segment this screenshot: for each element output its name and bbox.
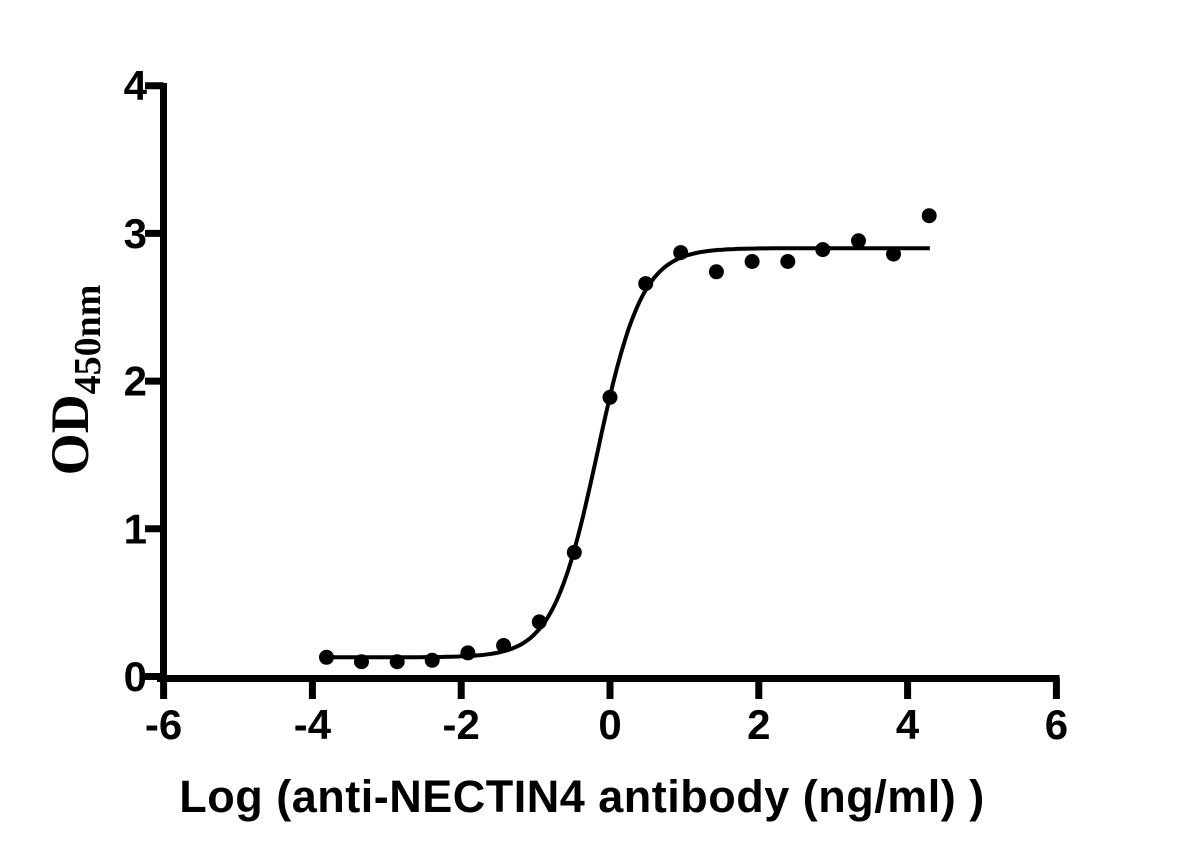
data-point: [886, 246, 901, 262]
data-point: [780, 254, 796, 269]
data-point: [851, 233, 866, 249]
y-tick-label: 1: [124, 505, 147, 552]
y-axis-title-main: OD: [40, 394, 100, 476]
y-axis: 0 1 2 3 4: [124, 62, 167, 700]
data-point: [566, 544, 582, 560]
data-point: [424, 652, 440, 668]
x-tick-label: -6: [145, 701, 182, 748]
y-tick-label: 4: [124, 62, 148, 109]
data-point: [460, 645, 476, 661]
x-axis: -6 -4 -2 0 2 4 6: [145, 675, 1068, 748]
data-point: [531, 614, 547, 630]
data-point: [389, 654, 405, 670]
fit-curve: [326, 246, 930, 660]
x-tick-label: -2: [443, 701, 480, 748]
y-tick-label: 0: [124, 653, 147, 700]
y-axis-title: OD450nm: [39, 285, 109, 476]
y-tick-label: 2: [124, 358, 147, 405]
x-tick-label: 2: [747, 701, 770, 748]
y-axis-title-subscript: 450nm: [67, 284, 109, 395]
x-tick-label: 4: [896, 701, 920, 748]
data-point: [319, 649, 334, 665]
x-axis-title: Log (anti-NECTIN4 antibody (ng/ml) ): [179, 771, 985, 822]
data-point: [744, 254, 760, 269]
data-point: [921, 208, 937, 224]
x-tick-label: 0: [598, 701, 621, 748]
x-tick-label: 6: [1045, 701, 1068, 748]
data-points: [319, 208, 937, 670]
data-point: [638, 276, 654, 292]
data-point: [708, 264, 724, 280]
data-point: [496, 638, 512, 653]
data-point: [354, 654, 369, 670]
data-point: [602, 389, 618, 405]
data-point: [815, 242, 831, 258]
x-tick-label: -4: [294, 701, 332, 748]
y-tick-label: 3: [124, 210, 147, 257]
data-point: [673, 245, 689, 261]
